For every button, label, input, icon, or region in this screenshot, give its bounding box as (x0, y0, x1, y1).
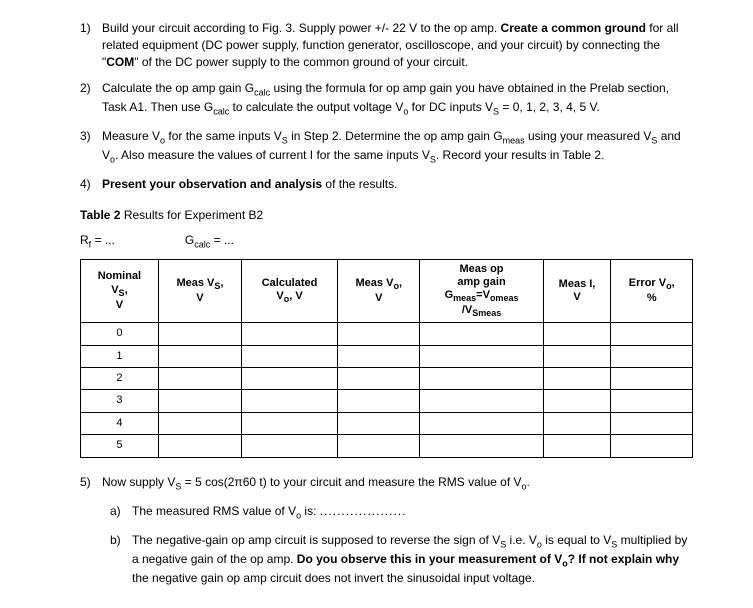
param-gcalc: Gcalc = ... (185, 232, 234, 251)
th-meas-vo: Meas Vo,V (338, 259, 420, 322)
item-4-body: Present your observation and analysis of… (102, 176, 693, 193)
table-row: 4 (81, 412, 693, 434)
cell-empty (158, 390, 241, 412)
table-row: 5 (81, 435, 693, 457)
item-3-num: 3) (80, 128, 102, 166)
item-2: 2) Calculate the op amp gain Gcalc using… (80, 80, 693, 118)
param-rf: Rf = ... (80, 232, 115, 251)
item-5: 5) Now supply VS = 5 cos(2π60 t) to your… (80, 474, 693, 493)
item-1: 1) Build your circuit according to Fig. … (80, 20, 693, 70)
cell-empty (338, 368, 420, 390)
table-row: 3 (81, 390, 693, 412)
th-gain: Meas opamp gainGmeas=Vomeas/VSmeas (420, 259, 543, 322)
table-row: 2 (81, 368, 693, 390)
cell-nominal: 0 (81, 323, 159, 345)
cell-empty (611, 412, 693, 434)
cell-empty (543, 323, 611, 345)
cell-empty (242, 435, 338, 457)
cell-empty (611, 323, 693, 345)
cell-nominal: 2 (81, 368, 159, 390)
cell-empty (158, 368, 241, 390)
table-header-row: NominalVS,V Meas VS,V CalculatedVo, V Me… (81, 259, 693, 322)
cell-empty (338, 435, 420, 457)
item-4: 4) Present your observation and analysis… (80, 176, 693, 193)
item-4-num: 4) (80, 176, 102, 193)
sub-a-letter: a) (110, 503, 132, 522)
cell-empty (242, 345, 338, 367)
table-params: Rf = ... Gcalc = ... (80, 232, 693, 251)
cell-nominal: 4 (81, 412, 159, 434)
cell-nominal: 1 (81, 345, 159, 367)
cell-empty (420, 368, 543, 390)
item-2-body: Calculate the op amp gain Gcalc using th… (102, 80, 693, 118)
th-error: Error Vo,% (611, 259, 693, 322)
cell-empty (242, 368, 338, 390)
th-calc-vo: CalculatedVo, V (242, 259, 338, 322)
cell-empty (611, 390, 693, 412)
item-3: 3) Measure Vo for the same inputs VS in … (80, 128, 693, 166)
item-1-num: 1) (80, 20, 102, 70)
table-row: 0 (81, 323, 693, 345)
sub-b-body: The negative-gain op amp circuit is supp… (132, 532, 693, 587)
cell-empty (242, 390, 338, 412)
cell-empty (158, 435, 241, 457)
cell-empty (338, 390, 420, 412)
table-title: Table 2 Results for Experiment B2 (80, 207, 693, 224)
th-meas-vs: Meas VS,V (158, 259, 241, 322)
cell-empty (420, 390, 543, 412)
cell-empty (543, 345, 611, 367)
th-nominal: NominalVS,V (81, 259, 159, 322)
cell-empty (338, 412, 420, 434)
cell-empty (611, 435, 693, 457)
table-number: Table 2 (80, 208, 120, 222)
cell-empty (158, 412, 241, 434)
cell-empty (420, 323, 543, 345)
cell-empty (543, 390, 611, 412)
sub-a: a) The measured RMS value of Vo is: ....… (110, 503, 693, 522)
cell-empty (611, 368, 693, 390)
results-table: NominalVS,V Meas VS,V CalculatedVo, V Me… (80, 259, 693, 458)
cell-empty (242, 323, 338, 345)
table-desc: Results for Experiment B2 (124, 208, 263, 222)
item-2-num: 2) (80, 80, 102, 118)
item-5-body: Now supply VS = 5 cos(2π60 t) to your ci… (102, 474, 693, 493)
cell-empty (420, 435, 543, 457)
cell-empty (543, 368, 611, 390)
cell-empty (543, 435, 611, 457)
sub-a-body: The measured RMS value of Vo is: .......… (132, 503, 693, 522)
item-3-body: Measure Vo for the same inputs VS in Ste… (102, 128, 693, 166)
cell-empty (158, 323, 241, 345)
item-5-num: 5) (80, 474, 102, 493)
cell-empty (420, 345, 543, 367)
cell-empty (158, 345, 241, 367)
cell-nominal: 5 (81, 435, 159, 457)
cell-nominal: 3 (81, 390, 159, 412)
cell-empty (338, 345, 420, 367)
th-meas-i: Meas I,V (543, 259, 611, 322)
sub-b: b) The negative-gain op amp circuit is s… (110, 532, 693, 587)
table-row: 1 (81, 345, 693, 367)
cell-empty (611, 345, 693, 367)
cell-empty (420, 412, 543, 434)
cell-empty (338, 323, 420, 345)
sub-b-letter: b) (110, 532, 132, 587)
item-1-body: Build your circuit according to Fig. 3. … (102, 20, 693, 70)
cell-empty (543, 412, 611, 434)
table-body: 012345 (81, 323, 693, 457)
cell-empty (242, 412, 338, 434)
